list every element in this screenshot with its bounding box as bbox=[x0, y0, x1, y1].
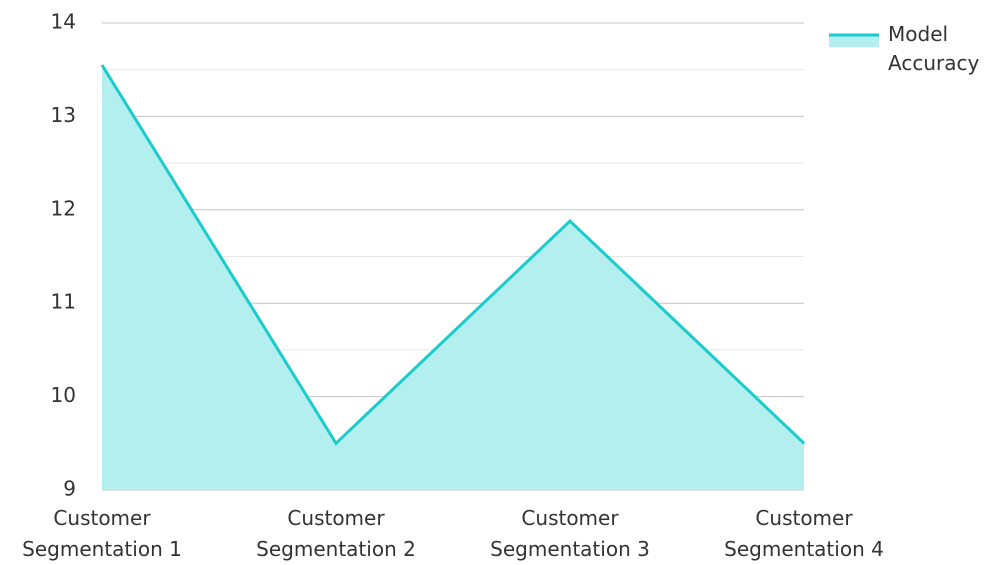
area bbox=[102, 65, 804, 490]
legend-swatch bbox=[829, 34, 879, 47]
y-tick-label: 11 bbox=[51, 290, 76, 314]
x-tick-label: Customer Segmentation 1 bbox=[22, 506, 182, 561]
legend-label: Model Accuracy bbox=[888, 22, 980, 75]
line bbox=[100, 64, 806, 446]
y-tick-label: 14 bbox=[51, 10, 76, 34]
x-tick-label: Customer Segmentation 4 bbox=[724, 506, 884, 561]
y-tick-label: 12 bbox=[51, 196, 76, 220]
y-tick-label: 9 bbox=[63, 477, 76, 501]
x-tick-label: Customer Segmentation 2 bbox=[256, 506, 416, 561]
x-tick-label: Customer Segmentation 3 bbox=[490, 506, 650, 561]
y-tick-label: 10 bbox=[51, 383, 76, 407]
y-tick-label: 13 bbox=[51, 103, 76, 127]
